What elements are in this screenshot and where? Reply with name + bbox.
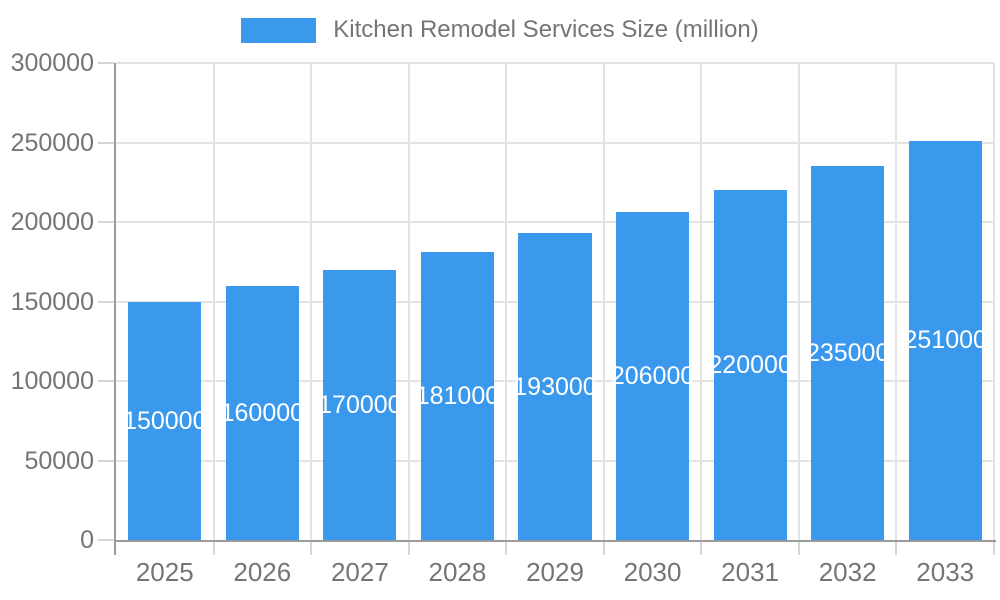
x-axis-tick bbox=[895, 542, 898, 555]
y-axis-tick bbox=[98, 141, 114, 144]
x-axis-label: 2027 bbox=[330, 557, 389, 587]
x-axis-tick bbox=[602, 542, 605, 555]
bar-value-label: 251000 bbox=[903, 326, 987, 355]
x-axis-label: 2032 bbox=[818, 557, 877, 587]
bar-2027[interactable] bbox=[323, 269, 397, 540]
gridline-vertical bbox=[602, 63, 605, 540]
y-axis-tick bbox=[98, 539, 114, 541]
bar-value-label: 235000 bbox=[805, 339, 890, 368]
gridline-vertical bbox=[993, 63, 995, 540]
x-axis-line bbox=[114, 540, 996, 542]
gridline-vertical bbox=[700, 63, 703, 540]
x-axis-tick bbox=[505, 542, 508, 555]
x-axis-tick bbox=[700, 542, 703, 555]
gridline-horizontal bbox=[116, 221, 994, 223]
y-axis-label: 200000 bbox=[10, 208, 94, 236]
y-axis-tick bbox=[98, 221, 114, 223]
bar-value-label: 220000 bbox=[708, 351, 792, 380]
bar-2028[interactable] bbox=[420, 252, 495, 540]
bar-2025[interactable] bbox=[128, 301, 202, 540]
gridline-vertical bbox=[797, 63, 800, 540]
y-axis-line bbox=[114, 63, 116, 555]
gridline-horizontal bbox=[116, 141, 994, 144]
bar-value-label: 150000 bbox=[123, 406, 207, 435]
x-axis-label: 2029 bbox=[526, 557, 584, 587]
y-axis-label: 300000 bbox=[10, 49, 94, 77]
bar-2030[interactable] bbox=[615, 212, 690, 540]
legend-label: Kitchen Remodel Services Size (million) bbox=[333, 16, 759, 43]
gridline-vertical bbox=[505, 63, 508, 540]
y-axis-label: 0 bbox=[80, 526, 94, 554]
x-axis-tick bbox=[993, 542, 995, 555]
y-axis-tick bbox=[98, 459, 114, 462]
gridline-vertical bbox=[212, 63, 215, 540]
legend[interactable]: Kitchen Remodel Services Size (million) bbox=[0, 16, 1000, 44]
legend-swatch bbox=[241, 17, 317, 43]
gridline-vertical bbox=[895, 63, 898, 540]
bar-2032[interactable] bbox=[811, 166, 885, 540]
x-axis-label: 2026 bbox=[233, 557, 292, 587]
bar-2031[interactable] bbox=[713, 190, 787, 540]
bar-value-label: 160000 bbox=[220, 398, 305, 427]
bar-value-label: 206000 bbox=[610, 362, 695, 391]
x-axis-tick bbox=[310, 542, 313, 555]
x-axis-label: 2033 bbox=[916, 557, 975, 587]
gridline-vertical bbox=[310, 63, 313, 540]
x-axis-label: 2025 bbox=[135, 557, 194, 587]
y-axis-tick bbox=[98, 380, 114, 382]
y-axis-label: 250000 bbox=[10, 128, 94, 157]
plot-area: 150000 160000 170000 181000 193000 206000 2200… bbox=[116, 62, 995, 540]
bar-2026[interactable] bbox=[225, 285, 299, 540]
y-axis-tick bbox=[98, 300, 114, 303]
bar-value-label: 170000 bbox=[318, 390, 402, 419]
y-axis-label: 100000 bbox=[10, 367, 94, 395]
x-axis-label: 2028 bbox=[428, 557, 487, 587]
x-axis-tick bbox=[407, 542, 410, 555]
x-axis-tick bbox=[797, 542, 800, 555]
x-axis-label: 2030 bbox=[623, 557, 682, 587]
y-axis-label: 50000 bbox=[24, 446, 94, 475]
gridline-horizontal bbox=[116, 62, 994, 64]
gridline-vertical bbox=[407, 63, 410, 540]
bar-2029[interactable] bbox=[518, 233, 592, 540]
x-axis-tick bbox=[212, 542, 215, 555]
bar-2033[interactable] bbox=[908, 140, 982, 540]
bar-value-label: 193000 bbox=[513, 372, 597, 401]
bar-value-label: 181000 bbox=[415, 382, 500, 411]
y-axis-tick bbox=[98, 62, 114, 64]
x-axis-label: 2031 bbox=[721, 557, 780, 587]
y-axis-label: 150000 bbox=[10, 287, 94, 316]
